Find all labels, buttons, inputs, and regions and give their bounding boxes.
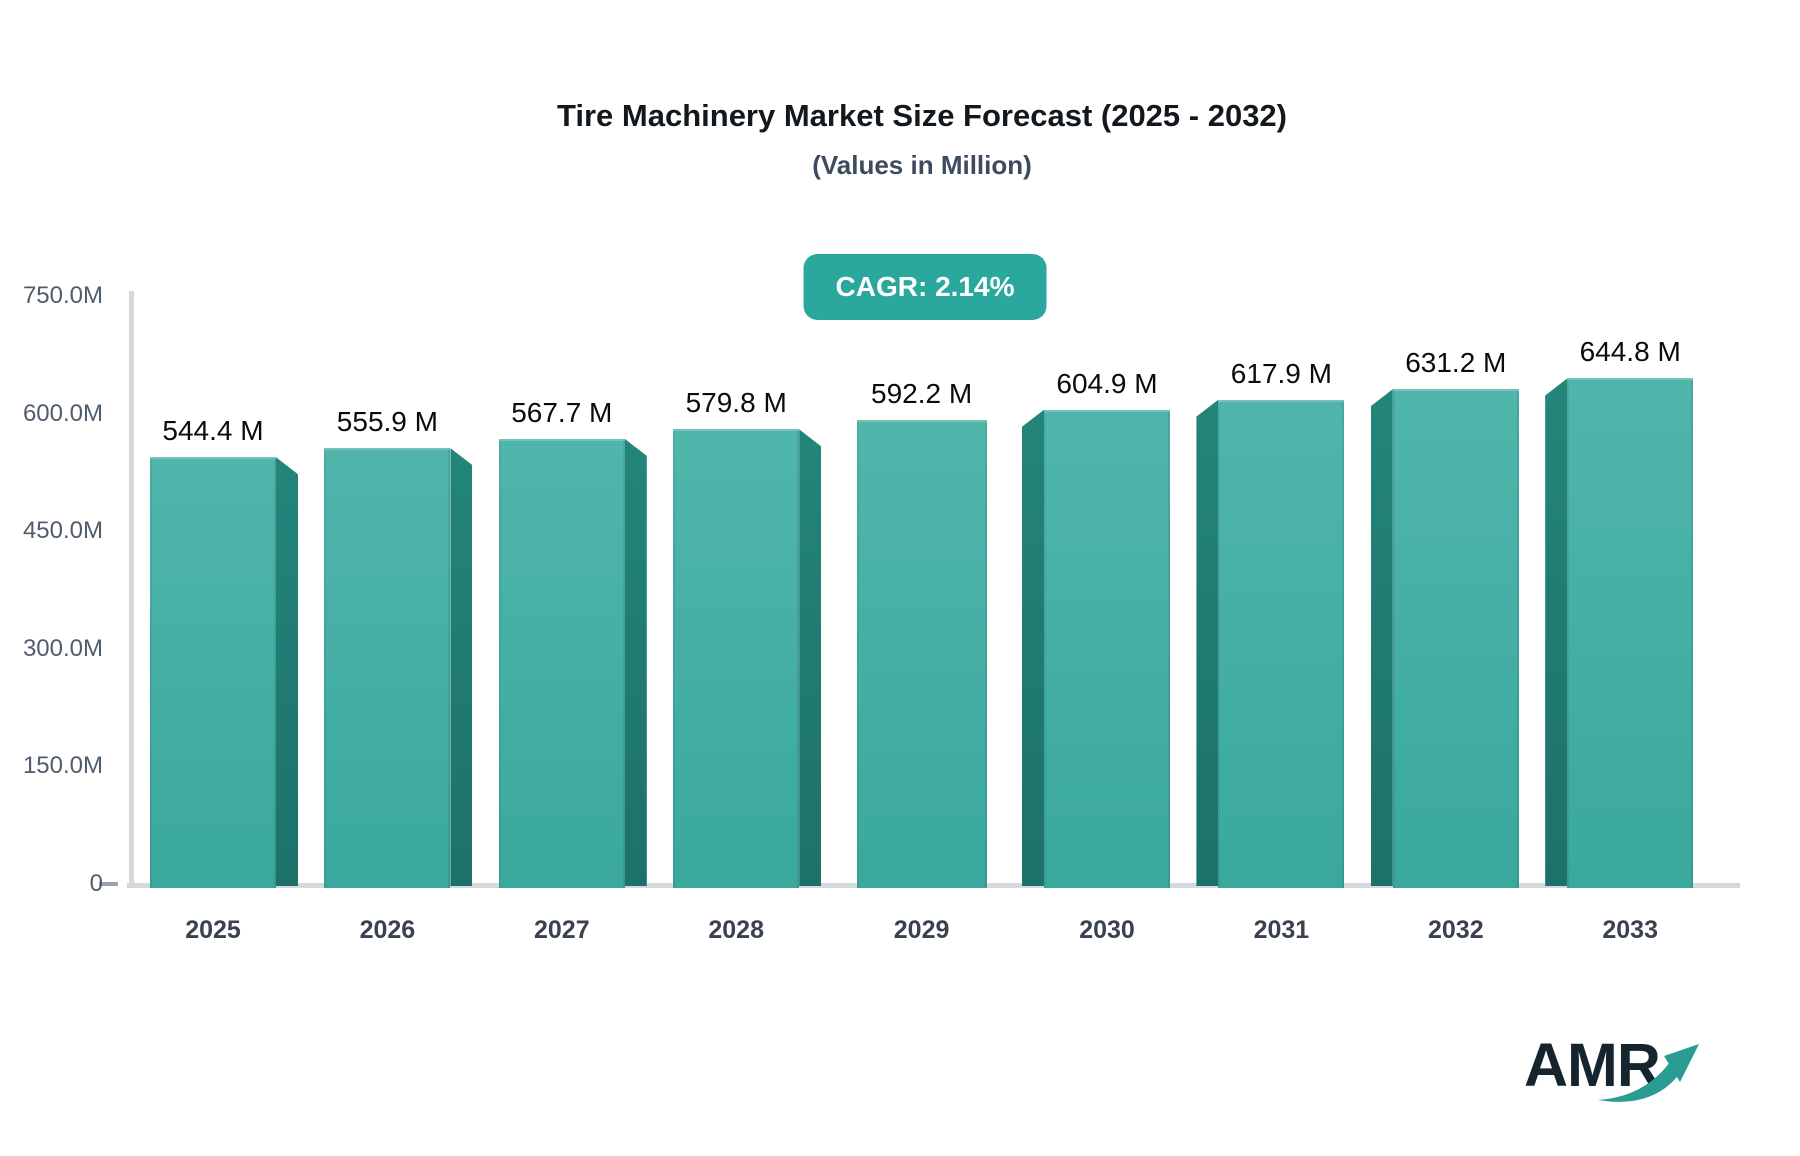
bar-2026 — [324, 448, 451, 888]
bar-value-label-2033: 644.8 M — [1579, 336, 1681, 368]
bar-2028 — [673, 429, 800, 888]
y-axis-label-150.0M: 150.0M — [22, 752, 103, 780]
bar-side-2025 — [276, 457, 298, 886]
y-axis-label-450.0M: 450.0M — [22, 517, 103, 545]
bar-2027 — [498, 438, 625, 888]
x-axis-label-2027: 2027 — [533, 916, 590, 944]
x-axis-label-2030: 2030 — [1079, 916, 1135, 944]
bar-value-label-2030: 604.9 M — [1056, 367, 1158, 399]
chart-title: Tire Machinery Market Size Forecast (202… — [557, 98, 1287, 133]
bar-value-label-2027: 567.7 M — [511, 396, 613, 428]
amr-logo: AMR — [1524, 1030, 1724, 1140]
bar-value-label-2026: 555.9 M — [336, 406, 438, 438]
x-axis-label-2031: 2031 — [1253, 916, 1310, 944]
bar-side-2033 — [1545, 378, 1568, 886]
chart-subtitle: (Values in Million) — [812, 150, 1032, 180]
y-axis-label-300.0M: 300.0M — [22, 634, 103, 662]
bar-side-2032 — [1370, 389, 1393, 886]
x-axis-label-2033: 2033 — [1602, 916, 1658, 944]
growth-arrow-icon — [1598, 1044, 1699, 1102]
bar-2029 — [856, 419, 987, 888]
bar-side-2030 — [1022, 409, 1044, 886]
bar-2030 — [1044, 409, 1170, 888]
y-axis-label-0: 0 — [89, 870, 103, 897]
bar-2031 — [1218, 399, 1345, 888]
bar-side-2028 — [799, 429, 822, 886]
bar-side-2027 — [624, 438, 647, 886]
y-axis-label-600.0M: 600.0M — [22, 399, 103, 427]
bar-2025 — [150, 457, 276, 888]
cagr-badge: CAGR: 2.14% — [803, 254, 1047, 320]
amr-logo-text: AMR — [1524, 1031, 1661, 1099]
x-axis-label-2029: 2029 — [893, 916, 950, 944]
zero-tick-mark — [99, 882, 118, 886]
y-axis-line — [129, 291, 134, 887]
bar-value-label-2032: 631.2 M — [1405, 347, 1507, 379]
x-axis-label-2032: 2032 — [1427, 916, 1484, 944]
bar-value-label-2029: 592.2 M — [871, 377, 973, 409]
x-axis-label-2028: 2028 — [708, 916, 764, 944]
bar-side-2026 — [450, 448, 473, 886]
bar-value-label-2025: 544.4 M — [162, 415, 264, 447]
bar-side-2031 — [1196, 399, 1219, 886]
x-axis-label-2026: 2026 — [359, 916, 416, 944]
bar-value-label-2028: 579.8 M — [685, 387, 787, 419]
bar-value-label-2031: 617.9 M — [1230, 357, 1332, 389]
y-axis-label-750.0M: 750.0M — [22, 282, 103, 309]
bar-2032 — [1392, 389, 1519, 888]
x-axis-label-2025: 2025 — [185, 916, 241, 944]
bar-2033 — [1567, 378, 1694, 888]
